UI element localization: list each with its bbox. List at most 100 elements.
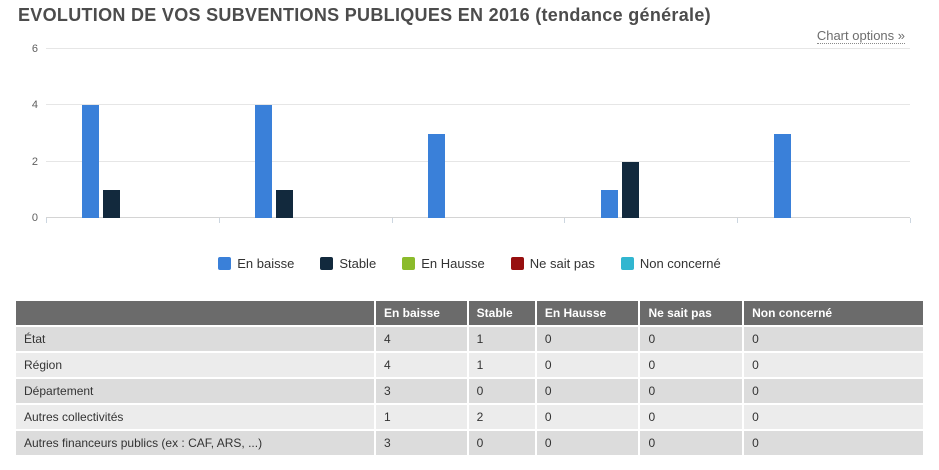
series-slot [640,49,661,218]
value-cell: 0 [534,351,641,379]
legend-swatch [402,257,416,270]
value-cell: 0 [742,377,925,405]
bar-stable[interactable] [275,189,293,218]
table-row: Autres financeurs publics (ex : CAF, ARS… [14,429,925,457]
series-slot [813,49,834,218]
x-axis-line [46,217,910,218]
series-slot [792,49,813,218]
series-slot [682,49,703,218]
series-slot [295,49,316,218]
column-header [14,299,376,327]
column-header: Stable [466,299,537,327]
y-axis-tick-label: 6 [31,43,38,55]
y-axis-tick-label: 4 [31,99,38,112]
y-axis-tick-label: 0 [31,212,38,224]
table-header-row: En baisse Stable En Hausse Ne sait pas Non c… [14,299,925,327]
bar-en-baisse[interactable] [82,105,100,218]
bar-group-3 [392,49,565,218]
value-cell: 0 [638,377,745,405]
column-header: Non concerné [742,299,925,327]
column-header: Ne sait pas [638,299,745,327]
value-cell: 4 [373,325,469,353]
series-slot [447,49,468,218]
row-label-cell: Autres collectivités [14,403,376,431]
bar-chart: 0 2 4 6 [0,43,939,230]
legend-item-en-baisse[interactable]: En baisse [218,256,294,271]
legend-swatch [218,257,232,270]
series-slot [772,49,793,218]
table-row: État 4 1 0 0 0 [14,325,925,353]
x-axis-tick [737,218,739,223]
bar-en-baisse[interactable] [600,189,618,218]
table-body: État 4 1 0 0 0 Région 4 1 0 0 0 Département 3 0 0 0 0 Autr… [14,325,925,457]
legend-item-non-concern-[interactable]: Non concerné [620,256,721,271]
value-cell: 0 [534,429,641,457]
bar-stable[interactable] [103,189,121,218]
x-axis-tick [391,218,393,223]
value-cell: 0 [638,403,745,431]
legend-item-en-hausse[interactable]: En Hausse [402,256,485,271]
bar-en-baisse[interactable] [773,133,791,218]
gridline [46,104,910,106]
series-slot [426,49,447,218]
page: EVOLUTION DE VOS SUBVENTIONS PUBLIQUES E… [0,5,939,457]
bar-group-5 [737,49,910,218]
bar-en-baisse[interactable] [428,133,446,218]
series-slot [834,49,855,218]
bar-en-baisse[interactable] [255,105,273,218]
bar-group-inner [81,49,185,218]
legend-label: Stable [339,256,377,271]
table-row: Autres collectivités 1 2 0 0 0 [14,403,925,431]
bar-group-inner [253,49,357,218]
chart-plot-area: 0 2 4 6 [32,43,911,224]
bar-group-4 [564,49,737,218]
x-axis-tick [46,218,47,223]
value-cell: 0 [742,325,925,353]
series-slot [101,49,122,218]
series-slot [164,49,185,218]
column-header: En Hausse [534,299,641,327]
bar-group-1 [46,49,219,218]
legend-item-ne-sait-pas[interactable]: Ne sait pas [510,256,595,271]
value-cell: 1 [373,403,469,431]
bar-group-2 [219,49,392,218]
legend-swatch [320,257,334,270]
value-cell: 0 [534,403,641,431]
series-slot [316,49,337,218]
page-title: EVOLUTION DE VOS SUBVENTIONS PUBLIQUES E… [18,5,711,25]
series-slot [620,49,641,218]
value-cell: 0 [742,429,925,457]
series-slot [509,49,530,218]
value-cell: 4 [373,351,469,379]
series-slot [599,49,620,218]
row-label-cell: Autres financeurs publics (ex : CAF, ARS… [14,429,376,457]
value-cell: 1 [466,351,537,379]
legend-swatch [510,257,524,270]
bar-stable[interactable] [621,161,639,218]
chart-options-row: Chart options » [0,27,939,44]
chart-options-link[interactable]: Chart options » [816,28,905,44]
table-row: Département 3 0 0 0 0 [14,377,925,405]
value-cell: 2 [466,403,537,431]
row-label-cell: Département [14,377,376,405]
series-slot [855,49,876,218]
bar-group-inner [426,49,530,218]
row-label-cell: État [14,325,376,353]
value-cell: 0 [466,377,537,405]
series-slot [122,49,143,218]
legend-swatch [620,257,634,270]
bar-group-inner [599,49,703,218]
gridline [46,48,910,49]
legend-label: En Hausse [421,256,485,271]
legend-item-stable[interactable]: Stable [320,256,376,271]
y-axis-tick-label: 2 [31,155,38,168]
gridline [46,160,910,162]
value-cell: 0 [466,429,537,457]
bar-group-inner [772,49,876,218]
summary-table: En baisse Stable En Hausse Ne sait pas Non c… [14,299,925,457]
series-slot [661,49,682,218]
value-cell: 1 [466,325,537,353]
x-axis-tick [910,218,911,223]
legend-label: En baisse [237,256,295,271]
series-slot [488,49,509,218]
